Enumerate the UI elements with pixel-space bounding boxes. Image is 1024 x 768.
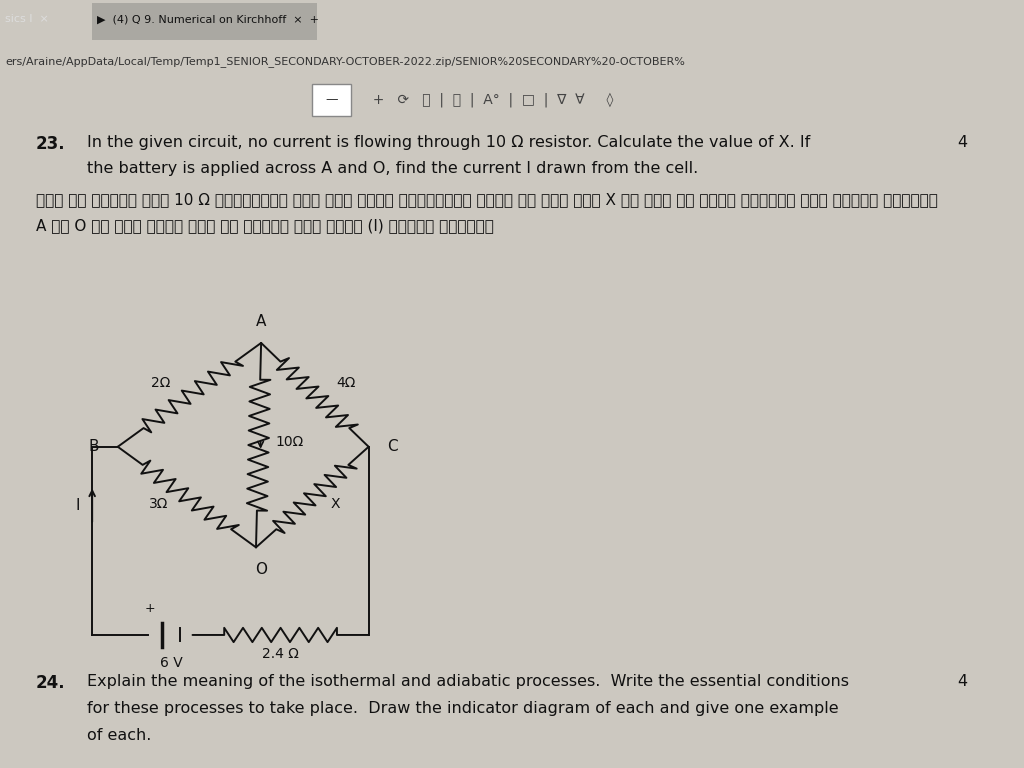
Text: O: O [255, 561, 267, 577]
Text: 10Ω: 10Ω [275, 435, 303, 449]
Text: ers/Araine/AppData/Local/Temp/Temp1_SENIOR_SECONDARY-OCTOBER-2022.zip/SENIOR%20S: ers/Araine/AppData/Local/Temp/Temp1_SENI… [5, 56, 685, 67]
Text: for these processes to take place.  Draw the indicator diagram of each and give : for these processes to take place. Draw … [87, 701, 839, 716]
Text: 24.: 24. [36, 674, 66, 692]
FancyBboxPatch shape [312, 84, 351, 116]
Text: 23.: 23. [36, 135, 66, 154]
Text: —: — [326, 94, 338, 106]
Text: 2Ω: 2Ω [152, 376, 170, 390]
Text: 2.4 Ω: 2.4 Ω [262, 647, 299, 661]
Text: 4Ω: 4Ω [336, 376, 355, 390]
Text: A: A [256, 313, 266, 329]
Text: A और O के बीच लगाई जाए तो परिपथ में धारा (I) ज्ञात कीजिए।: A और O के बीच लगाई जाए तो परिपथ में धारा… [36, 217, 494, 233]
Text: दिए गए परिपथ में 10 Ω प्रतिरोध में कोई धारा प्रवाहित नहीं हो रही है। X के मान की: दिए गए परिपथ में 10 Ω प्रतिरोध में कोई ध… [36, 192, 938, 207]
Text: of each.: of each. [87, 728, 152, 743]
Text: X: X [330, 497, 340, 511]
Text: B: B [89, 439, 99, 454]
FancyBboxPatch shape [92, 3, 317, 40]
Text: the battery is applied across A and O, find the current I drawn from the cell.: the battery is applied across A and O, f… [87, 161, 698, 176]
Text: 4: 4 [957, 135, 968, 151]
Text: I: I [76, 498, 80, 513]
Text: Explain the meaning of the isothermal and adiabatic processes.  Write the essent: Explain the meaning of the isothermal an… [87, 674, 849, 689]
Text: In the given circuit, no current is flowing through 10 Ω resistor. Calculate the: In the given circuit, no current is flow… [87, 135, 810, 151]
Text: 4: 4 [957, 674, 968, 689]
Text: sics I  ×: sics I × [5, 14, 49, 24]
Text: +: + [144, 602, 155, 615]
Text: +   ⟳   ⬜  |  ⬜  |  A°  |  □  |  ∇  ∀     ◊: + ⟳ ⬜ | ⬜ | A° | □ | ∇ ∀ ◊ [364, 92, 613, 108]
Text: C: C [387, 439, 397, 454]
Text: ▶  (4) Q 9. Numerical on Kirchhoff  ×  +: ▶ (4) Q 9. Numerical on Kirchhoff × + [97, 14, 319, 24]
Text: 3Ω: 3Ω [148, 497, 168, 511]
Text: 6 V: 6 V [160, 656, 182, 670]
